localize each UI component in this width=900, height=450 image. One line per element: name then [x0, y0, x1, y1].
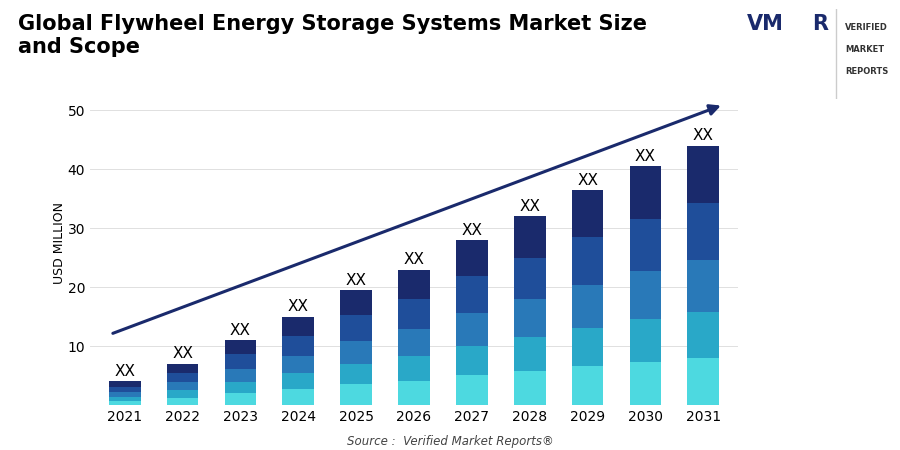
- Text: XX: XX: [346, 273, 366, 288]
- Bar: [283, 373, 314, 389]
- Text: XX: XX: [403, 252, 425, 267]
- Bar: [629, 166, 661, 219]
- Bar: [456, 276, 488, 313]
- Bar: [109, 382, 140, 387]
- Bar: [340, 315, 372, 341]
- Bar: [166, 373, 199, 382]
- Text: XX: XX: [172, 346, 194, 361]
- Bar: [340, 290, 372, 315]
- Y-axis label: USD MILLION: USD MILLION: [53, 202, 66, 284]
- Bar: [398, 270, 430, 299]
- Bar: [283, 356, 314, 373]
- Bar: [629, 219, 661, 271]
- Bar: [109, 396, 140, 401]
- Bar: [340, 364, 372, 384]
- Bar: [456, 346, 488, 375]
- Text: XX: XX: [519, 199, 540, 214]
- Bar: [456, 375, 488, 405]
- Bar: [514, 371, 545, 405]
- Bar: [572, 237, 604, 284]
- Text: VERIFIED: VERIFIED: [845, 22, 887, 32]
- Bar: [283, 336, 314, 356]
- Bar: [224, 340, 256, 355]
- Bar: [224, 355, 256, 369]
- Bar: [514, 299, 545, 337]
- Bar: [456, 240, 488, 276]
- Bar: [572, 328, 604, 366]
- Text: Global Flywheel Energy Storage Systems Market Size
and Scope: Global Flywheel Energy Storage Systems M…: [18, 14, 647, 57]
- Text: REPORTS: REPORTS: [845, 68, 888, 76]
- Bar: [629, 271, 661, 319]
- Text: MARKET: MARKET: [845, 45, 884, 54]
- Text: VM: VM: [747, 14, 784, 33]
- Bar: [572, 366, 604, 405]
- Bar: [629, 319, 661, 362]
- Text: XX: XX: [230, 323, 251, 338]
- Bar: [514, 216, 545, 258]
- Bar: [283, 389, 314, 405]
- Bar: [398, 356, 430, 381]
- Bar: [572, 284, 604, 328]
- Bar: [340, 341, 372, 364]
- Text: XX: XX: [288, 299, 309, 314]
- Bar: [109, 392, 140, 396]
- Bar: [688, 260, 719, 312]
- Text: XX: XX: [693, 128, 714, 144]
- Bar: [398, 299, 430, 329]
- Text: XX: XX: [462, 223, 482, 238]
- Bar: [398, 381, 430, 405]
- Text: XX: XX: [634, 149, 656, 164]
- Bar: [166, 390, 199, 398]
- Bar: [688, 312, 719, 358]
- Bar: [398, 329, 430, 356]
- Bar: [283, 317, 314, 336]
- Bar: [340, 384, 372, 405]
- Text: XX: XX: [577, 173, 598, 188]
- Bar: [688, 358, 719, 405]
- Bar: [688, 146, 719, 203]
- Bar: [224, 393, 256, 405]
- Bar: [166, 398, 199, 405]
- Bar: [629, 362, 661, 405]
- Text: Source :  Verified Market Reports®: Source : Verified Market Reports®: [346, 436, 554, 449]
- Text: XX: XX: [114, 364, 135, 379]
- Bar: [514, 258, 545, 299]
- Bar: [456, 313, 488, 346]
- Bar: [688, 203, 719, 260]
- Bar: [224, 369, 256, 382]
- Bar: [572, 190, 604, 237]
- Text: R: R: [812, 14, 828, 33]
- Bar: [109, 387, 140, 392]
- Bar: [514, 337, 545, 371]
- Bar: [166, 364, 199, 373]
- Bar: [224, 382, 256, 393]
- Bar: [166, 382, 199, 390]
- Bar: [109, 401, 140, 405]
